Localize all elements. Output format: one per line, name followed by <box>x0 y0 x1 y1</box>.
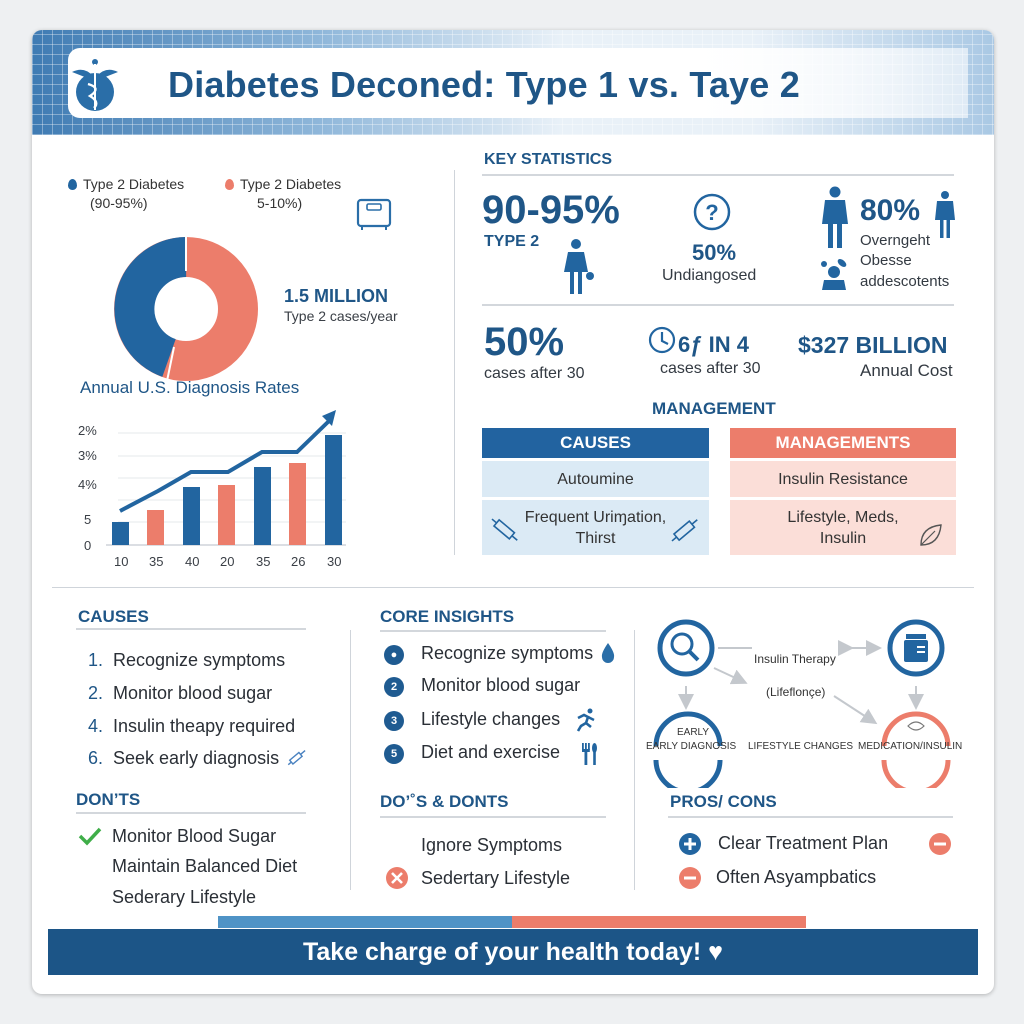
person-icon <box>564 239 594 294</box>
flow-node-early-diagnosis: EARLY DIAGNOSIS <box>646 741 737 752</box>
managements-cell: Lifestyle, Meds, Insulin <box>730 500 956 555</box>
caduceus-icon <box>68 54 122 114</box>
flow-label-early: EARLY <box>677 727 710 738</box>
question-icon: ? <box>693 193 731 231</box>
list-item: Maintain Balanced Diet <box>112 856 298 876</box>
number-badge: 3 <box>384 711 404 731</box>
list-item: 4. Insulin theapy required <box>88 716 296 736</box>
x-circle-icon <box>386 867 408 889</box>
y-tick: 2% <box>78 423 97 438</box>
causes-title: CAUSES <box>78 607 149 626</box>
managements-header: MANAGEMENTS <box>730 428 956 458</box>
number-badge: 5 <box>384 744 404 764</box>
syringe-icon <box>287 750 306 766</box>
stat-type2-value: 90-95% <box>482 188 620 232</box>
running-icon <box>576 708 595 732</box>
divider <box>634 630 635 890</box>
donut-legend-type2: Type 2 Diabetes (90-95%) <box>68 175 184 213</box>
list-item: Ignore Symptoms <box>421 835 563 855</box>
donut-legend-type1: Type 2 Diabetes 5-10%) <box>225 175 341 213</box>
key-statistics-title: KEY STATISTICS <box>484 151 613 168</box>
stat-annual-cost-value: $327 BILLION <box>798 332 948 358</box>
stat-undiagnosed-caption: Undiangosed <box>662 267 757 284</box>
person-icon <box>935 191 955 238</box>
fork-knife-icon <box>582 743 597 765</box>
donts-title: DON’TS <box>76 790 141 809</box>
divider <box>52 587 974 588</box>
number-badge: ● <box>384 645 404 665</box>
managements-cell: Insulin Resistance <box>730 461 956 497</box>
list-item: Sederary Lifestyle <box>112 887 257 907</box>
pros-cons-title: PROS/ CONS <box>670 792 777 811</box>
stat-one-in-four-value: 6ƒ IN 4 <box>678 332 749 357</box>
stat-cases-after-30-value: 50% <box>484 320 565 364</box>
divider <box>454 170 455 555</box>
x-tick: 30 <box>327 554 342 569</box>
core-insights-title: CORE INSIGHTS <box>380 607 515 626</box>
x-tick: 20 <box>220 554 235 569</box>
dos-donts-title: DO’˚S & DONTS <box>380 792 509 811</box>
x-tick: 35 <box>149 554 164 569</box>
scale-icon <box>356 198 392 230</box>
list-item: 1. Recognize symptoms <box>88 650 286 670</box>
stat-undiagnosed-value: 50% <box>692 240 737 265</box>
page-title: Diabetes Deconed: Type 1 vs. Taye 2 <box>168 64 800 105</box>
y-tick: 3% <box>78 448 97 463</box>
drop-icon <box>225 179 234 190</box>
divider <box>350 630 351 890</box>
management-title: MANAGEMENT <box>652 399 776 418</box>
header-banner: Diabetes Deconed: Type 1 vs. Taye 2 <box>32 30 994 135</box>
list-item: Recognize symptoms <box>421 643 594 663</box>
minus-circle-icon <box>929 833 951 855</box>
y-tick: 0 <box>84 538 92 553</box>
stat-type2-caption: TYPE 2 <box>484 233 540 250</box>
svg-text:?: ? <box>705 200 718 225</box>
footer-accent-blue <box>218 916 512 928</box>
y-tick: 5 <box>84 512 92 527</box>
x-tick: 40 <box>185 554 200 569</box>
causes-header: CAUSES <box>482 428 709 458</box>
footer-accent-coral <box>512 916 806 928</box>
bar-chart-title: Annual U.S. Diagnosis Rates <box>80 378 300 397</box>
bar-chart <box>106 410 346 546</box>
cases-per-year-value: 1.5 MILLION <box>284 286 389 306</box>
list-item: Monitor blood sugar <box>421 675 581 695</box>
x-tick: 10 <box>114 554 129 569</box>
infographic-card: Diabetes Deconed: Type 1 vs. Taye 2 Type… <box>32 30 994 994</box>
list-item: Monitor Blood Sugar <box>112 826 277 846</box>
plus-circle-icon <box>679 833 701 855</box>
leaf-icon <box>920 524 942 546</box>
clock-icon <box>648 326 676 354</box>
list-item: Diet and exercise <box>421 742 561 762</box>
drop-icon <box>68 179 77 190</box>
treatment-flow-diagram <box>653 619 951 788</box>
flow-label-lifeflonce: (Lifeflonçe) <box>766 685 826 699</box>
person-icon <box>822 186 848 248</box>
flow-node-lifestyle-changes: LIFESTYLE CHANGES <box>748 741 854 752</box>
list-item: Sedertary Lifestyle <box>421 868 571 888</box>
x-tick: 35 <box>256 554 271 569</box>
footer-call-to-action: Take charge of your health today! ♥ <box>48 929 978 975</box>
causes-cell: Autoumine <box>482 461 709 497</box>
con-item: Often Asyampbatics <box>716 867 877 887</box>
list-item: 2. Monitor blood sugar <box>88 683 273 703</box>
syringe-icon <box>491 518 518 541</box>
pro-item: Clear Treatment Plan <box>718 833 889 853</box>
flow-label-insulin-therapy: Insulin Therapy <box>754 652 836 666</box>
syringe-icon <box>671 519 698 542</box>
list-item: Lifestyle changes <box>421 709 561 729</box>
check-icon <box>78 827 102 846</box>
drop-icon <box>601 643 615 663</box>
stat-overweight-value: 80% <box>860 194 921 227</box>
causes-cell: Frequent Uriɱation, Thirst <box>482 500 709 555</box>
child-icon <box>821 259 847 290</box>
flow-node-medication-insulin: MEDICATION/INSULIN <box>858 741 963 752</box>
list-item: 6. Seek early diagnosis <box>88 748 280 768</box>
cases-per-year-caption: Type 2 cases/year <box>284 308 398 324</box>
y-tick: 4% <box>78 477 97 492</box>
minus-circle-icon <box>679 867 701 889</box>
donut-chart <box>114 235 258 382</box>
x-tick: 26 <box>291 554 306 569</box>
number-badge: 2 <box>384 677 404 697</box>
